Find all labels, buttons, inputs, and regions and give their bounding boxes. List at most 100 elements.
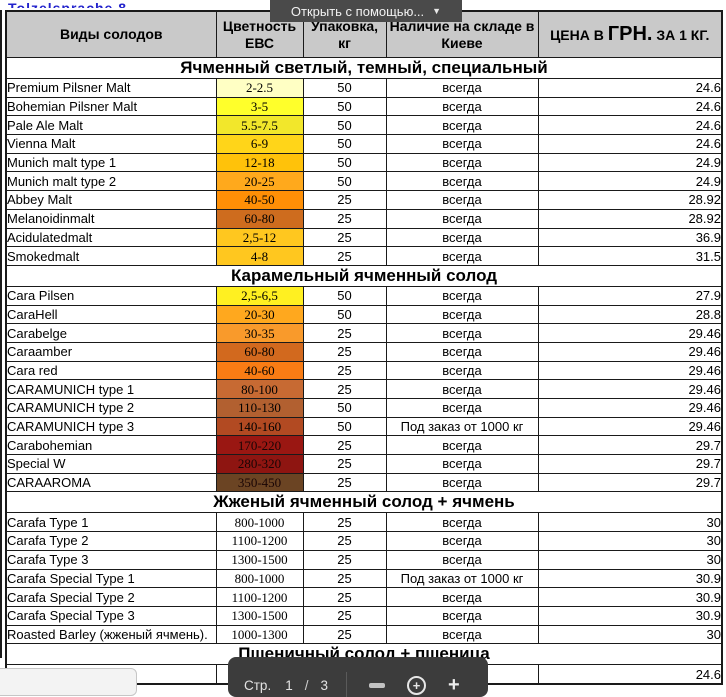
cell-price: 28.8: [537, 304, 723, 325]
cell-name: Carafa Special Type 2: [5, 587, 217, 607]
cell-pack: 25: [302, 341, 387, 362]
zoom-reset-icon[interactable]: +: [407, 675, 426, 695]
cell-ebc: 1100-1200: [215, 587, 304, 607]
chevron-down-icon: ▼: [432, 6, 442, 16]
table-row: CaraHell 20-30 50 всегда 28.8: [5, 304, 723, 325]
cell-stock: всегда: [385, 472, 539, 493]
cell-stock: всегда: [385, 285, 539, 306]
page-edge-line: [0, 10, 2, 658]
table-row: CARAMUNICH type 1 80-100 25 всегда 29.46: [5, 379, 723, 399]
section-header-row: Ячменный светлый, темный, специальный: [5, 57, 723, 79]
cell-stock: всегда: [385, 512, 539, 533]
open-with-button[interactable]: Открыть с помощью... ▼: [270, 0, 462, 22]
cell-pack: 25: [302, 549, 387, 570]
header-price: ЦЕНА В ГРН. ЗА 1 КГ.: [537, 10, 723, 58]
cell-name: Cara Pilsen: [5, 285, 217, 306]
cell-price: 24.6: [537, 96, 723, 117]
cell-ebc: 1300-1500: [215, 605, 304, 626]
table-row: Carafa Special Type 1 800-1000 25 Под заказ…: [5, 568, 723, 589]
cell-name: CARAAROMA: [5, 472, 217, 493]
cell-ebc: 2,5-6,5: [215, 285, 304, 306]
cell-name: Vienna Malt: [5, 134, 217, 154]
cell-stock: всегда: [385, 304, 539, 325]
cell-pack: 50: [302, 78, 387, 98]
cell-pack: 25: [302, 246, 387, 266]
cell-pack: 50: [302, 134, 387, 154]
cell-price: 30.9: [537, 568, 723, 589]
cell-ebc: 60-80: [215, 341, 304, 362]
table-row: Carabelge 30-35 25 всегда 29.46: [5, 323, 723, 343]
cell-pack: 25: [302, 472, 387, 493]
cell-pack: 25: [302, 227, 387, 248]
cell-ebc: 40-60: [215, 360, 304, 381]
table-row: Munich malt type 1 12-18 50 всегда 24.9: [5, 152, 723, 173]
cell-pack: 25: [302, 190, 387, 210]
header-price-big: ГРН.: [607, 23, 653, 45]
cell-pack: 25: [302, 379, 387, 399]
total-pages: 3: [320, 677, 328, 693]
zoom-out-icon[interactable]: [369, 682, 385, 688]
cell-price: 24.6: [537, 664, 723, 685]
cell-price: 30: [537, 531, 723, 551]
cell-pack: 25: [302, 624, 387, 645]
cell-name: Caraamber: [5, 341, 217, 362]
cell-pack: 25: [302, 360, 387, 381]
cell-pack: 50: [302, 152, 387, 173]
download-bar-item[interactable]: [0, 668, 137, 696]
table-row: Carafa Special Type 3 1300-1500 25 всегда 30…: [5, 605, 723, 626]
zoom-in-icon[interactable]: +: [448, 674, 460, 696]
cell-ebc: 110-130: [215, 398, 304, 418]
cell-ebc: 12-18: [215, 152, 304, 173]
cell-pack: 25: [302, 568, 387, 589]
cell-ebc: 2-2.5: [215, 78, 304, 98]
table-row: Abbey Malt 40-50 25 всегда 28.92: [5, 190, 723, 210]
cell-price: 29.46: [537, 323, 723, 343]
cell-ebc: 5.5-7.5: [215, 115, 304, 136]
page-separator: /: [304, 677, 309, 693]
cell-pack: 50: [302, 171, 387, 192]
cell-ebc: 30-35: [215, 323, 304, 343]
cell-name: CaraHell: [5, 304, 217, 325]
cell-ebc: 350-450: [215, 472, 304, 493]
table-row: Carafa Type 2 1100-1200 25 всегда 30: [5, 531, 723, 551]
cell-name: Bohemian Pilsner Malt: [5, 96, 217, 117]
cell-pack: 25: [302, 208, 387, 229]
top-link-clip: Tolzelsprache 8: [8, 0, 238, 8]
table-row: Special W 280-320 25 всегда 29.7: [5, 454, 723, 474]
cell-ebc: 1100-1200: [215, 531, 304, 551]
table-row: Munich malt type 2 20-25 50 всегда 24.9: [5, 171, 723, 192]
table-row: Carabohemian 170-220 25 всегда 29.7: [5, 435, 723, 456]
cell-price: 27.9: [537, 285, 723, 306]
cell-price: 29.46: [537, 398, 723, 418]
cell-ebc: 20-30: [215, 304, 304, 325]
cell-stock: всегда: [385, 208, 539, 229]
table-row: CARAAROMA 350-450 25 всегда 29.7: [5, 472, 723, 493]
cell-stock: всегда: [385, 246, 539, 266]
cell-price: 29.46: [537, 360, 723, 381]
cell-price: 29.46: [537, 379, 723, 399]
cell-ebc: 280-320: [215, 454, 304, 474]
table-row: CARAMUNICH type 2 110-130 50 всегда 29.46: [5, 398, 723, 418]
cell-pack: 50: [302, 416, 387, 437]
table-row: Melanoidinmalt 60-80 25 всегда 28.92: [5, 208, 723, 229]
table-row: Acidulatedmalt 2,5-12 25 всегда 36.9: [5, 227, 723, 248]
cell-pack: 25: [302, 587, 387, 607]
cell-stock: всегда: [385, 323, 539, 343]
cell-price: 24.9: [537, 152, 723, 173]
cell-pack: 50: [302, 304, 387, 325]
pdf-viewer-toolbar: Стр. 1 / 3 + +: [228, 657, 488, 697]
page-label: Стр.: [244, 677, 272, 693]
cell-price: 29.46: [537, 341, 723, 362]
table-row: Caraamber 60-80 25 всегда 29.46: [5, 341, 723, 362]
cell-stock: всегда: [385, 171, 539, 192]
document-link[interactable]: Tolzelsprache 8: [8, 0, 128, 8]
cell-name: Munich malt type 2: [5, 171, 217, 192]
cell-name: Carafa Type 3: [5, 549, 217, 570]
cell-stock: всегда: [385, 435, 539, 456]
cell-price: 30: [537, 624, 723, 645]
current-page-input[interactable]: 1: [285, 677, 293, 693]
cell-ebc: 3-5: [215, 96, 304, 117]
cell-price: 28.92: [537, 208, 723, 229]
section-header-row: Жженый ячменный солод + ячмень: [5, 491, 723, 514]
cell-price: 29.46: [537, 416, 723, 437]
